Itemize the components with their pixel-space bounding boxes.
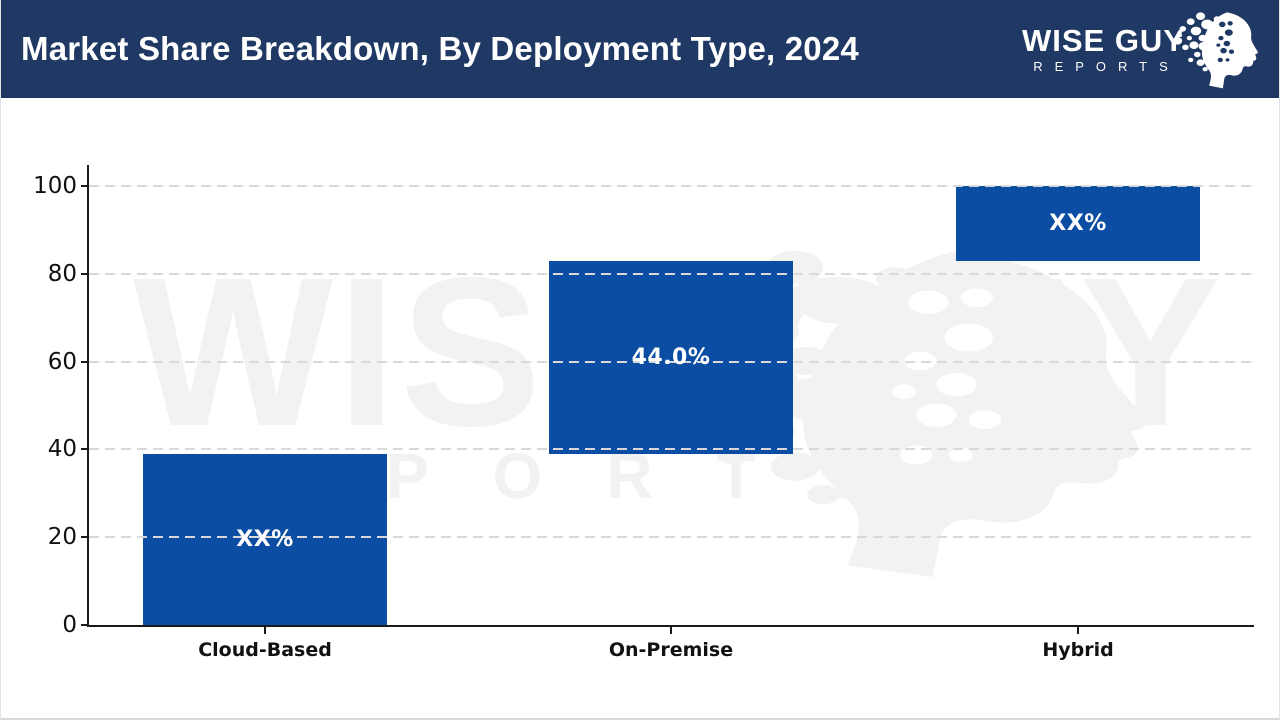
y-tick-label: 20: [47, 524, 77, 551]
x-category-label-cloud-based: Cloud-Based: [198, 639, 332, 661]
logo-wordmark-block: WISE GUY REPORTS: [1022, 25, 1185, 73]
y-tick-label: 0: [62, 612, 77, 638]
x-tick-mark: [1077, 627, 1079, 634]
y-tick-mark: [81, 360, 89, 363]
y-tick-label: 40: [47, 436, 77, 463]
plot: XX% 44.0% XX% 0 20 40 60 80 100 Cloud-Based On-Pre…: [1, 98, 1279, 718]
bar-value-label: XX%: [236, 526, 294, 552]
gridline-100: [89, 185, 1254, 187]
bar-value-label: XX%: [1049, 210, 1107, 236]
x-tick-mark: [264, 627, 266, 634]
bar-value-label: 44.0%: [631, 344, 711, 370]
x-category-label-on-premise: On-Premise: [608, 639, 734, 661]
bar-cloud-based: [143, 453, 387, 625]
bar-hybrid: [956, 186, 1200, 261]
y-tick-label: 80: [47, 260, 77, 287]
chart-area: WISE GUY REPORTS: [1, 98, 1279, 718]
face-profile-icon: [1172, 12, 1258, 89]
y-axis-line: [87, 165, 89, 627]
x-category-label-hybrid: Hybrid: [1042, 639, 1114, 661]
y-tick-mark: [81, 448, 89, 451]
y-tick-label: 60: [47, 348, 77, 375]
x-tick-mark: [670, 627, 672, 634]
gridline-20: [89, 536, 1254, 539]
logo-wordmark: WISE GUY: [1021, 23, 1185, 58]
wise-guy-reports-logo: WISE GUY REPORTS: [1022, 8, 1263, 90]
y-tick-mark: [81, 272, 89, 275]
gridline-40: [89, 448, 1254, 451]
y-tick-mark: [81, 536, 89, 539]
page-title: Market Share Breakdown, By Deployment Ty…: [21, 30, 859, 67]
y-tick-label: 100: [33, 173, 77, 199]
header-bar: Market Share Breakdown, By Deployment Ty…: [1, 0, 1279, 98]
gridline-80: [89, 272, 1254, 275]
x-axis-line: [87, 625, 1254, 627]
logo-subtext: REPORTS: [1033, 59, 1180, 74]
y-tick-mark: [81, 624, 89, 626]
y-tick-mark: [81, 185, 89, 187]
